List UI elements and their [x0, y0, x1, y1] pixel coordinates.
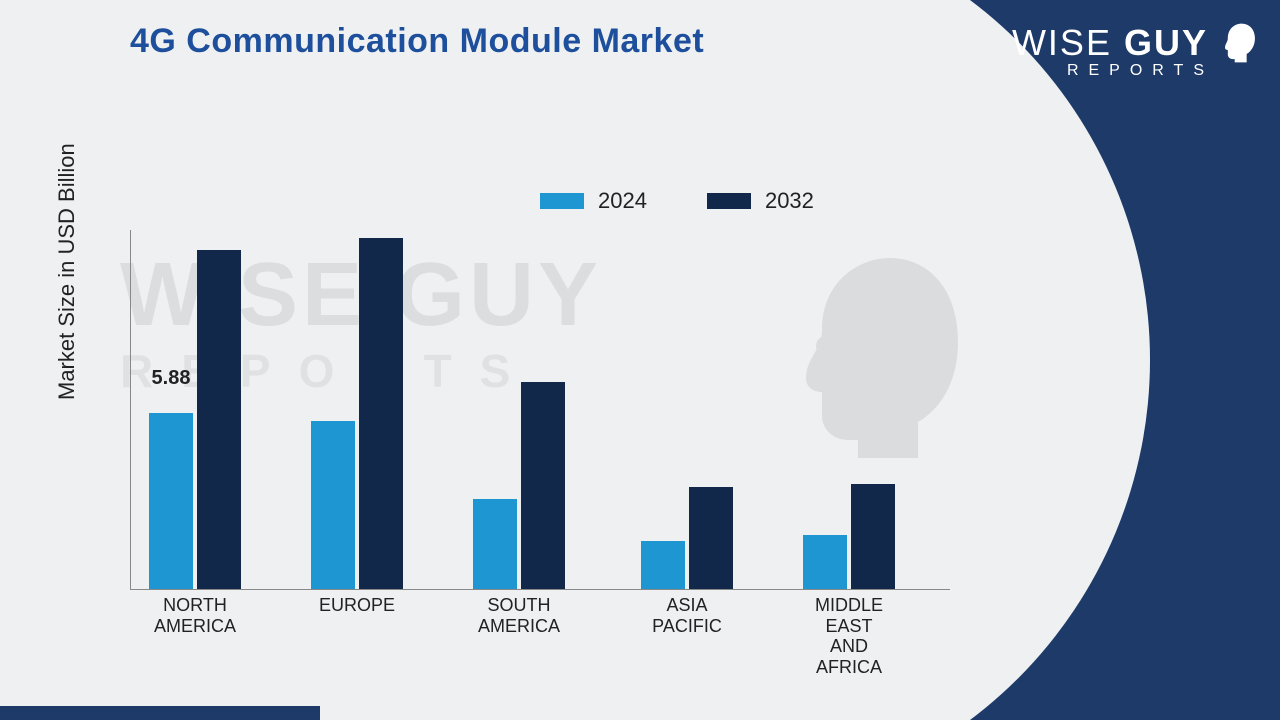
bar-2024 — [641, 541, 685, 589]
bar-2032 — [851, 484, 895, 589]
brand-word-2: GUY — [1124, 22, 1208, 64]
bottom-strip — [0, 706, 320, 720]
chart-area: 5.88NORTHAMERICAEUROPESOUTHAMERICAASIAPA… — [100, 230, 950, 590]
legend-swatch-2024 — [540, 193, 584, 209]
bar-2032 — [521, 382, 565, 589]
plot-area: 5.88NORTHAMERICAEUROPESOUTHAMERICAASIAPA… — [130, 230, 950, 590]
category-label: SOUTHAMERICA — [444, 595, 594, 636]
bar-value-label: 5.88 — [152, 367, 191, 390]
category-label: ASIAPACIFIC — [612, 595, 762, 636]
bar-2024 — [803, 535, 847, 589]
legend-label-2032: 2032 — [765, 188, 814, 214]
bar-2024 — [149, 413, 193, 589]
y-axis-label: Market Size in USD Billion — [54, 143, 80, 400]
brand-logo: WISE GUY REPORTS — [980, 20, 1260, 80]
brand-logo-main: WISE GUY — [980, 20, 1260, 66]
bar-2032 — [197, 250, 241, 589]
bar-2032 — [359, 238, 403, 589]
bar-2024 — [311, 421, 355, 589]
category-label: NORTHAMERICA — [120, 595, 270, 636]
category-label: EUROPE — [282, 595, 432, 616]
legend: 2024 2032 — [540, 188, 814, 214]
category-label: MIDDLEEASTANDAFRICA — [774, 595, 924, 678]
legend-label-2024: 2024 — [598, 188, 647, 214]
legend-swatch-2032 — [707, 193, 751, 209]
bar-2032 — [689, 487, 733, 589]
brand-word-1: WISE — [1012, 22, 1112, 64]
legend-item-2024: 2024 — [540, 188, 647, 214]
legend-item-2032: 2032 — [707, 188, 814, 214]
chart-title: 4G Communication Module Market — [130, 22, 704, 61]
brand-head-icon — [1214, 20, 1260, 66]
bar-2024 — [473, 499, 517, 589]
